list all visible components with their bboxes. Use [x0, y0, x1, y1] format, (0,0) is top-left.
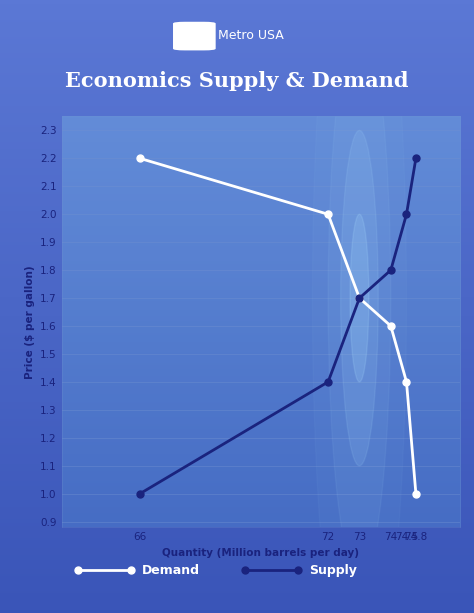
FancyBboxPatch shape — [173, 21, 216, 50]
Text: Economics Supply & Demand: Economics Supply & Demand — [65, 71, 409, 91]
Text: Metro USA: Metro USA — [218, 29, 284, 42]
Circle shape — [350, 215, 369, 382]
Y-axis label: Price ($ per gallon): Price ($ per gallon) — [25, 265, 35, 379]
X-axis label: Quantity (Million barrels per day): Quantity (Million barrels per day) — [162, 547, 359, 558]
Text: Demand: Demand — [142, 563, 200, 577]
Circle shape — [328, 18, 391, 577]
Circle shape — [341, 131, 378, 466]
Text: Supply: Supply — [309, 563, 357, 577]
